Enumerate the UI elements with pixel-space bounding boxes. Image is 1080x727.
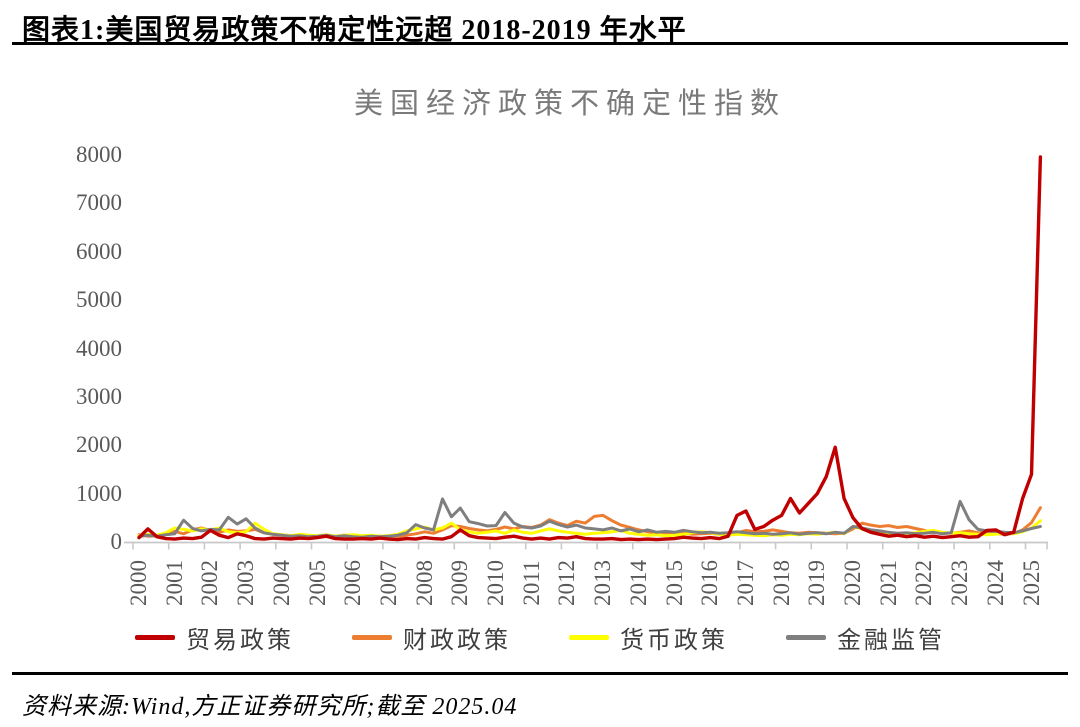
x-axis-label: 2003 xyxy=(233,560,258,606)
x-axis-label: 2015 xyxy=(662,560,687,606)
y-axis-label: 6000 xyxy=(76,239,122,264)
legend-label: 财政政策 xyxy=(403,628,511,654)
x-axis-label: 2006 xyxy=(340,560,365,606)
source-note: 资料来源:Wind,方正证券研究所;截至 2025.04 xyxy=(22,694,518,720)
x-axis-label: 2002 xyxy=(197,560,222,606)
series-line-financial-regulation xyxy=(137,497,1042,539)
legend-label: 货币政策 xyxy=(620,628,728,654)
x-axis-label: 2005 xyxy=(305,560,330,606)
legend-item-trade-policy: 贸易政策 xyxy=(135,620,294,655)
figure-title: 图表1:美国贸易政策不确定性远超 2018-2019 年水平 xyxy=(22,15,687,46)
x-axis-label: 2013 xyxy=(590,560,615,606)
series-line-trade-policy xyxy=(137,155,1043,542)
header-rule xyxy=(12,42,1068,45)
chart-legend: 贸易政策 财政政策 货币政策 金融监管 xyxy=(0,620,1080,655)
legend-label: 金融监管 xyxy=(837,628,945,654)
chart-title: 美国经济政策不确定性指数 xyxy=(353,88,786,120)
y-axis-label: 4000 xyxy=(76,336,122,361)
legend-item-monetary-policy: 货币政策 xyxy=(569,620,728,655)
x-axis-label: 2010 xyxy=(483,560,508,606)
x-axis-label: 2009 xyxy=(447,560,472,606)
x-axis-label: 2000 xyxy=(126,560,151,606)
x-axis-label: 2024 xyxy=(983,560,1008,606)
y-axis-label: 1000 xyxy=(76,481,122,506)
y-axis-label: 2000 xyxy=(76,432,122,457)
x-axis-label: 2021 xyxy=(876,560,901,606)
y-axis-label: 0 xyxy=(110,529,123,554)
x-axis-label: 2011 xyxy=(519,560,544,606)
legend-swatch-financial-regulation xyxy=(786,635,826,640)
x-axis-label: 2017 xyxy=(733,560,758,606)
legend-item-financial-regulation: 金融监管 xyxy=(786,620,945,655)
x-axis-label: 2008 xyxy=(412,560,437,606)
x-axis-label: 2025 xyxy=(1019,560,1044,606)
x-axis-label: 2016 xyxy=(697,560,722,606)
y-axis-label: 7000 xyxy=(76,190,122,215)
footer-rule xyxy=(12,672,1068,675)
y-axis-label: 8000 xyxy=(76,142,122,167)
y-axis-label: 5000 xyxy=(76,287,122,312)
legend-swatch-trade-policy xyxy=(135,635,175,640)
x-axis-label: 2012 xyxy=(554,560,579,606)
x-axis-label: 2007 xyxy=(376,560,401,606)
legend-swatch-fiscal-policy xyxy=(352,635,392,640)
x-axis-label: 2022 xyxy=(911,560,936,606)
x-axis-label: 2004 xyxy=(269,560,294,606)
y-axis-label: 3000 xyxy=(76,384,122,409)
legend-label: 贸易政策 xyxy=(186,628,294,654)
x-axis-label: 2014 xyxy=(626,560,651,606)
legend-item-fiscal-policy: 财政政策 xyxy=(352,620,511,655)
x-axis-label: 2020 xyxy=(840,560,865,606)
x-axis-label: 2023 xyxy=(947,560,972,606)
legend-swatch-monetary-policy xyxy=(569,635,609,640)
x-axis-label: 2018 xyxy=(769,560,794,606)
x-axis-label: 2019 xyxy=(804,560,829,606)
x-axis-label: 2001 xyxy=(162,560,187,606)
